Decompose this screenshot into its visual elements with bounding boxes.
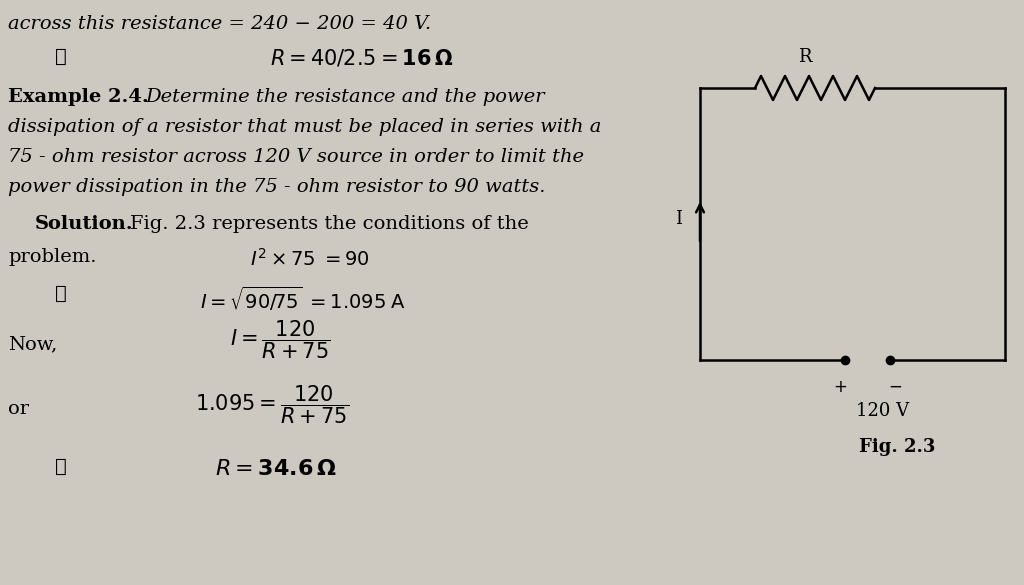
Text: $1.095 = \dfrac{120}{R+75}$: $1.095 = \dfrac{120}{R+75}$ (195, 383, 349, 425)
Text: −: − (888, 378, 902, 396)
Text: $I = \sqrt{90/75} \; = 1.095 \; \mathrm{A}$: $I = \sqrt{90/75} \; = 1.095 \; \mathrm{… (200, 285, 407, 313)
Text: Fig. 2.3: Fig. 2.3 (859, 438, 936, 456)
Text: across this resistance = 240 − 200 = 40 V.: across this resistance = 240 − 200 = 40 … (8, 15, 431, 33)
Text: R: R (799, 48, 812, 66)
Text: ∴: ∴ (55, 48, 67, 66)
Text: Example 2.4.: Example 2.4. (8, 88, 148, 106)
Text: dissipation of a resistor that must be placed in series with a: dissipation of a resistor that must be p… (8, 118, 601, 136)
Text: Now,: Now, (8, 335, 57, 353)
Text: $I^2 \times 75 \; = 90$: $I^2 \times 75 \; = 90$ (250, 248, 370, 270)
Text: power dissipation in the 75 - ohm resistor to 90 watts.: power dissipation in the 75 - ohm resist… (8, 178, 546, 196)
Text: problem.: problem. (8, 248, 96, 266)
Text: Determine the resistance and the power: Determine the resistance and the power (145, 88, 545, 106)
Text: 75 - ohm resistor across 120 V source in order to limit the: 75 - ohm resistor across 120 V source in… (8, 148, 584, 166)
Text: 120 V: 120 V (856, 402, 909, 420)
Text: $I = \dfrac{120}{R+75}$: $I = \dfrac{120}{R+75}$ (230, 318, 331, 360)
Text: ∴: ∴ (55, 458, 67, 476)
Text: $R = \mathbf{34.6\,\Omega}$: $R = \mathbf{34.6\,\Omega}$ (215, 458, 337, 480)
Text: $R = 40 / 2.5 = \mathbf{16\,\Omega}$: $R = 40 / 2.5 = \mathbf{16\,\Omega}$ (270, 48, 454, 69)
Text: ∴: ∴ (55, 285, 67, 303)
Text: Solution.: Solution. (35, 215, 133, 233)
Text: Fig. 2.3 represents the conditions of the: Fig. 2.3 represents the conditions of th… (130, 215, 528, 233)
Text: or: or (8, 400, 29, 418)
Text: I: I (675, 210, 682, 228)
Text: +: + (834, 378, 847, 396)
